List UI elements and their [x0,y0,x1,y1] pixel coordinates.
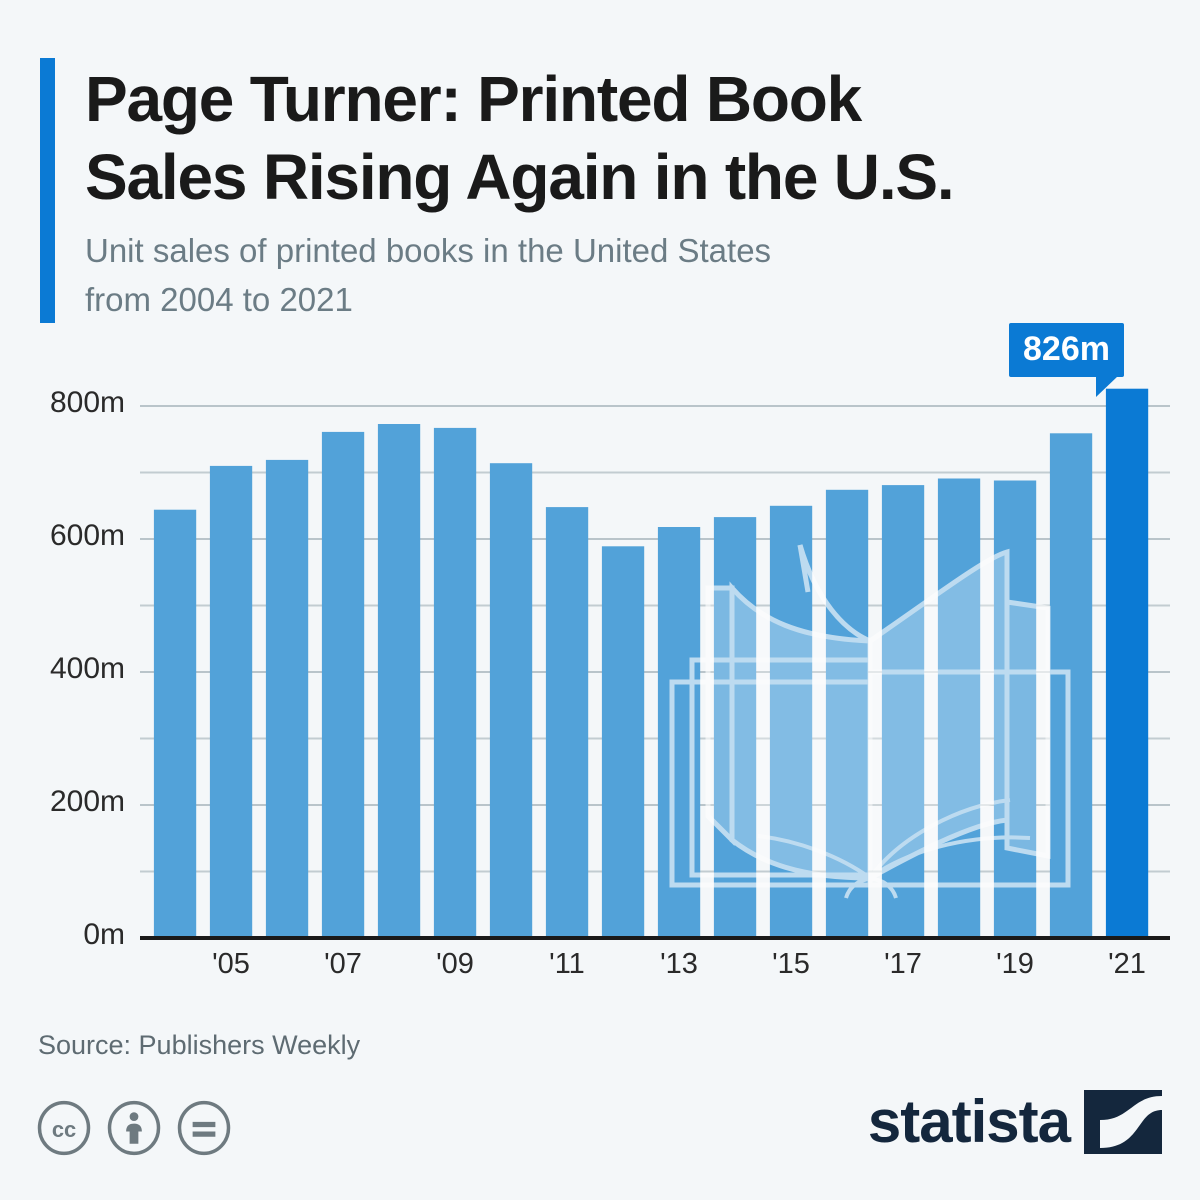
bar[interactable] [993,480,1037,939]
x-axis-tick-label: '15 [772,948,810,980]
bar[interactable] [657,527,701,938]
page-title: Page Turner: Printed Book Sales Rising A… [85,63,955,213]
x-axis-tick-label: '11 [549,948,585,980]
open-book-icon [669,544,1071,899]
bar[interactable] [265,459,309,938]
bar[interactable] [769,505,813,939]
x-axis-tick-label: '05 [212,948,250,980]
bar[interactable] [881,485,925,938]
value-callout: 826m [1009,323,1124,397]
bar[interactable] [1105,388,1149,938]
y-axis-tick-label: 800m [49,386,125,419]
page-subtitle: Unit sales of printed books in the Unite… [85,232,772,318]
accent-bar [40,58,55,323]
statista-wordmark: statista [867,1088,1071,1155]
y-axis-tick-label: 0m [83,918,125,951]
bar[interactable] [209,465,253,938]
source-note: Source: Publishers Weekly [38,1030,361,1060]
cc-nd-equals-icon[interactable] [176,1100,232,1156]
y-axis-tick-label: 400m [49,652,125,685]
bar[interactable] [153,509,197,938]
header: Page Turner: Printed Book Sales Rising A… [40,58,1160,324]
gridlines [140,405,1170,873]
bar-series [153,388,1149,939]
bar[interactable] [937,478,981,939]
statista-swoosh-icon [1084,1090,1162,1154]
bar[interactable] [377,424,421,938]
license-icons: cc [36,1100,232,1156]
bar[interactable] [601,546,645,938]
x-axis-tick-label: '09 [436,948,474,980]
bar[interactable] [1049,433,1093,938]
cc-by-person-icon[interactable] [106,1100,162,1156]
x-axis-tick-label: '19 [996,948,1034,980]
bar[interactable] [433,427,477,938]
bar[interactable] [825,489,869,938]
x-axis-tick-label: '21 [1108,948,1146,980]
svg-text:cc: cc [52,1117,76,1142]
bar[interactable] [489,463,533,938]
y-axis-tick-label: 200m [49,785,125,818]
bar[interactable] [321,431,365,938]
x-axis-tick-label: '07 [324,948,362,980]
header-text-block: Page Turner: Printed Book Sales Rising A… [85,58,1160,324]
x-axis-tick-label: '17 [884,948,922,980]
cc-icon[interactable]: cc [36,1100,92,1156]
y-axis-tick-label: 600m [49,519,125,552]
statista-logo[interactable]: statista [868,1090,1162,1154]
x-axis-tick-label: '13 [660,948,698,980]
bar[interactable] [545,507,589,938]
bar[interactable] [713,517,757,938]
